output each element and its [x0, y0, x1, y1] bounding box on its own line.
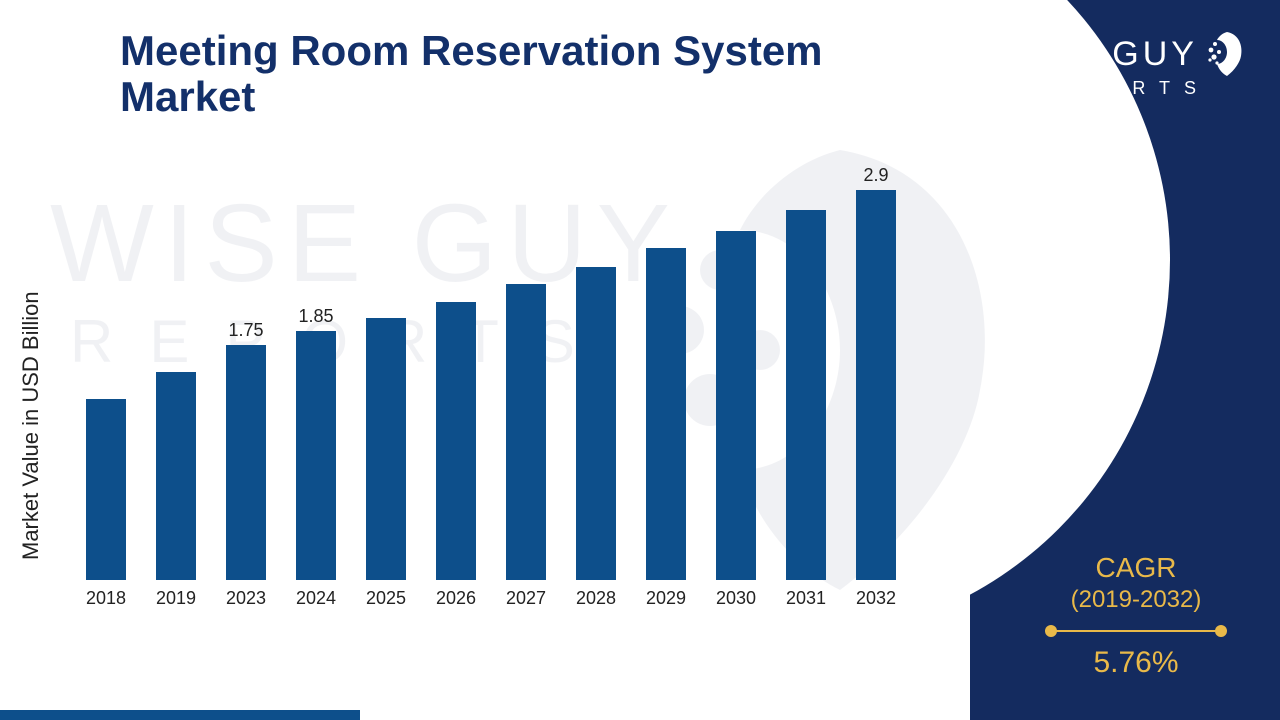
bar: [86, 399, 127, 580]
bar-value-label: 1.85: [298, 306, 333, 327]
chart-title: Meeting Room Reservation System Market: [120, 28, 880, 120]
bar-2019: 2019: [150, 372, 202, 580]
bar: [786, 210, 827, 580]
x-tick: 2028: [570, 588, 622, 609]
bar: [156, 372, 197, 580]
bar-2032: 2.92032: [850, 165, 902, 580]
bar-2025: 2025: [360, 318, 412, 580]
right-panel: WISE GUY REPORTS CAGR (2019-2032) 5.76%: [970, 0, 1280, 720]
cagr-block: CAGR (2019-2032) 5.76%: [1026, 552, 1246, 680]
x-tick: 2031: [780, 588, 832, 609]
bar-2027: 2027: [500, 284, 552, 580]
cagr-value: 5.76%: [1026, 646, 1246, 680]
bar: [366, 318, 407, 580]
x-tick: 2026: [430, 588, 482, 609]
bar: [576, 267, 617, 580]
x-tick: 2029: [640, 588, 692, 609]
bar-2030: 2030: [710, 231, 762, 581]
bar: [436, 302, 477, 580]
x-tick: 2032: [850, 588, 902, 609]
x-tick: 2027: [500, 588, 552, 609]
head-icon: [1204, 30, 1246, 78]
logo-text-bottom: REPORTS: [996, 78, 1210, 99]
chart-canvas: WISE GUY REPORTS CAGR (2019-2032) 5.76% …: [0, 0, 1280, 720]
cagr-range: (2019-2032): [1026, 586, 1246, 614]
logo-text-top: WISE GUY: [996, 35, 1198, 74]
x-tick: 2024: [290, 588, 342, 609]
chart-area: 2018 2019 1.752023 1.852024 2025 2026 2027 2028…: [76, 170, 906, 580]
bar-value-label: 2.9: [863, 165, 888, 186]
bar-2023: 1.752023: [220, 320, 272, 580]
bar: [646, 248, 687, 580]
bar-value-label: 1.75: [228, 320, 263, 341]
cagr-title: CAGR: [1026, 552, 1246, 584]
bar-2028: 2028: [570, 267, 622, 580]
bar: [296, 331, 337, 580]
brand-logo: WISE GUY REPORTS: [996, 30, 1246, 99]
bar-2026: 2026: [430, 302, 482, 580]
bar: [856, 190, 897, 580]
bar: [716, 231, 757, 581]
bar-2024: 1.852024: [290, 306, 342, 580]
x-tick: 2023: [220, 588, 272, 609]
bar: [226, 345, 267, 580]
x-tick: 2030: [710, 588, 762, 609]
x-tick: 2019: [150, 588, 202, 609]
bar-2031: 2031: [780, 210, 832, 580]
x-tick: 2025: [360, 588, 412, 609]
x-tick: 2018: [80, 588, 132, 609]
bottom-strip: [0, 710, 360, 720]
cagr-divider: [1051, 630, 1221, 632]
bar-2029: 2029: [640, 248, 692, 580]
bar-series: 2018 2019 1.752023 1.852024 2025 2026 2027 2028…: [76, 170, 906, 580]
bar-2018: 2018: [80, 399, 132, 580]
bar: [506, 284, 547, 580]
y-axis-label: Market Value in USD Billion: [18, 291, 44, 560]
